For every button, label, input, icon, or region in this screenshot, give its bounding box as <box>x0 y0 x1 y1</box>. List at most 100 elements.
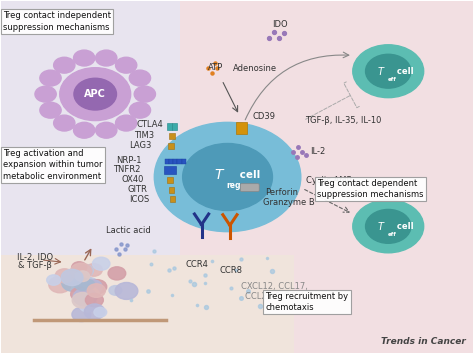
Text: eff: eff <box>387 76 396 81</box>
Text: APC: APC <box>84 89 106 99</box>
Text: reg: reg <box>227 181 241 190</box>
Text: CTLA4: CTLA4 <box>137 120 164 129</box>
Circle shape <box>54 115 75 131</box>
Circle shape <box>72 262 87 273</box>
Circle shape <box>80 287 100 302</box>
Text: Lactic acid: Lactic acid <box>106 226 151 235</box>
Text: GITR: GITR <box>128 185 147 194</box>
Circle shape <box>35 86 56 102</box>
Circle shape <box>84 304 105 319</box>
Circle shape <box>62 274 84 291</box>
Circle shape <box>134 86 155 102</box>
Text: $T$: $T$ <box>214 168 225 182</box>
Text: IL-2: IL-2 <box>310 147 326 156</box>
Circle shape <box>74 78 117 110</box>
Circle shape <box>54 57 75 73</box>
Text: eff: eff <box>387 232 396 237</box>
Text: ICOS: ICOS <box>129 195 150 204</box>
Text: IL-2, IDO: IL-2, IDO <box>17 253 53 262</box>
Circle shape <box>78 277 94 289</box>
Circle shape <box>73 289 97 306</box>
Text: Granzyme B: Granzyme B <box>263 198 315 207</box>
Text: TGF-β, IL-35, IL-10: TGF-β, IL-35, IL-10 <box>306 116 382 125</box>
Text: IDO: IDO <box>272 20 287 29</box>
FancyBboxPatch shape <box>170 196 175 202</box>
FancyBboxPatch shape <box>169 159 173 164</box>
Text: Cyclic AMP: Cyclic AMP <box>306 176 351 185</box>
FancyBboxPatch shape <box>167 177 173 183</box>
Circle shape <box>73 122 95 138</box>
Text: Treg activation and
expansion within tumor
metabolic environment: Treg activation and expansion within tum… <box>3 149 102 181</box>
Circle shape <box>87 281 105 295</box>
Circle shape <box>40 70 61 86</box>
Circle shape <box>71 263 92 279</box>
Polygon shape <box>0 255 294 353</box>
Circle shape <box>85 293 103 307</box>
Text: TIM3: TIM3 <box>134 131 155 140</box>
Circle shape <box>73 50 95 66</box>
FancyBboxPatch shape <box>236 122 247 133</box>
Circle shape <box>79 278 99 292</box>
Circle shape <box>72 292 93 308</box>
FancyBboxPatch shape <box>168 143 173 149</box>
Text: CXCL12, CCL17,: CXCL12, CCL17, <box>241 282 308 291</box>
Circle shape <box>60 68 131 121</box>
Circle shape <box>55 269 74 283</box>
Circle shape <box>115 282 138 299</box>
FancyBboxPatch shape <box>169 187 174 193</box>
Circle shape <box>129 102 151 118</box>
Circle shape <box>365 54 411 88</box>
Text: Treg recruitment by
chemotaxis: Treg recruitment by chemotaxis <box>265 292 348 312</box>
Circle shape <box>365 210 411 243</box>
Text: OX40: OX40 <box>121 175 144 184</box>
Circle shape <box>87 284 105 297</box>
Text: ATP: ATP <box>208 63 223 72</box>
Text: cell: cell <box>236 170 260 180</box>
Text: NRP-1: NRP-1 <box>116 156 142 165</box>
Text: Treg contact dependent
suppression mechanisms: Treg contact dependent suppression mecha… <box>318 179 424 199</box>
Circle shape <box>79 298 97 312</box>
FancyBboxPatch shape <box>169 133 174 139</box>
Circle shape <box>77 264 93 277</box>
Circle shape <box>182 143 273 211</box>
Circle shape <box>75 271 90 281</box>
FancyBboxPatch shape <box>166 123 172 130</box>
Circle shape <box>96 122 117 138</box>
Circle shape <box>353 200 424 253</box>
Circle shape <box>47 275 61 285</box>
Circle shape <box>129 70 151 86</box>
FancyBboxPatch shape <box>172 123 177 130</box>
Text: TNFR2: TNFR2 <box>113 165 140 175</box>
Circle shape <box>82 280 95 290</box>
Text: CD39: CD39 <box>253 112 275 121</box>
Circle shape <box>155 122 301 232</box>
Polygon shape <box>180 1 474 353</box>
Text: $T$: $T$ <box>377 65 386 77</box>
Text: Treg contact independent
suppression mechanisms: Treg contact independent suppression mec… <box>3 11 111 32</box>
FancyBboxPatch shape <box>177 159 182 164</box>
Circle shape <box>96 50 117 66</box>
Circle shape <box>71 287 89 301</box>
FancyBboxPatch shape <box>164 159 169 164</box>
Circle shape <box>49 276 71 293</box>
Text: Perforin: Perforin <box>265 188 298 197</box>
Text: Adenosine: Adenosine <box>233 64 277 73</box>
Circle shape <box>108 267 126 280</box>
Circle shape <box>92 257 110 270</box>
Circle shape <box>116 57 137 73</box>
Circle shape <box>88 280 107 294</box>
Circle shape <box>40 102 61 118</box>
Text: CCL22 & CCL1: CCL22 & CCL1 <box>245 292 305 301</box>
Text: & TGF-β: & TGF-β <box>18 261 52 270</box>
Text: CCR8: CCR8 <box>219 266 242 275</box>
Text: Trends in Cancer: Trends in Cancer <box>382 337 466 346</box>
Text: LAG3: LAG3 <box>129 141 152 150</box>
Circle shape <box>74 278 91 290</box>
FancyBboxPatch shape <box>173 159 177 164</box>
Text: cell: cell <box>394 222 414 231</box>
Circle shape <box>94 308 107 317</box>
Circle shape <box>77 279 93 290</box>
Circle shape <box>83 280 102 294</box>
FancyBboxPatch shape <box>240 184 259 192</box>
Circle shape <box>72 307 91 321</box>
